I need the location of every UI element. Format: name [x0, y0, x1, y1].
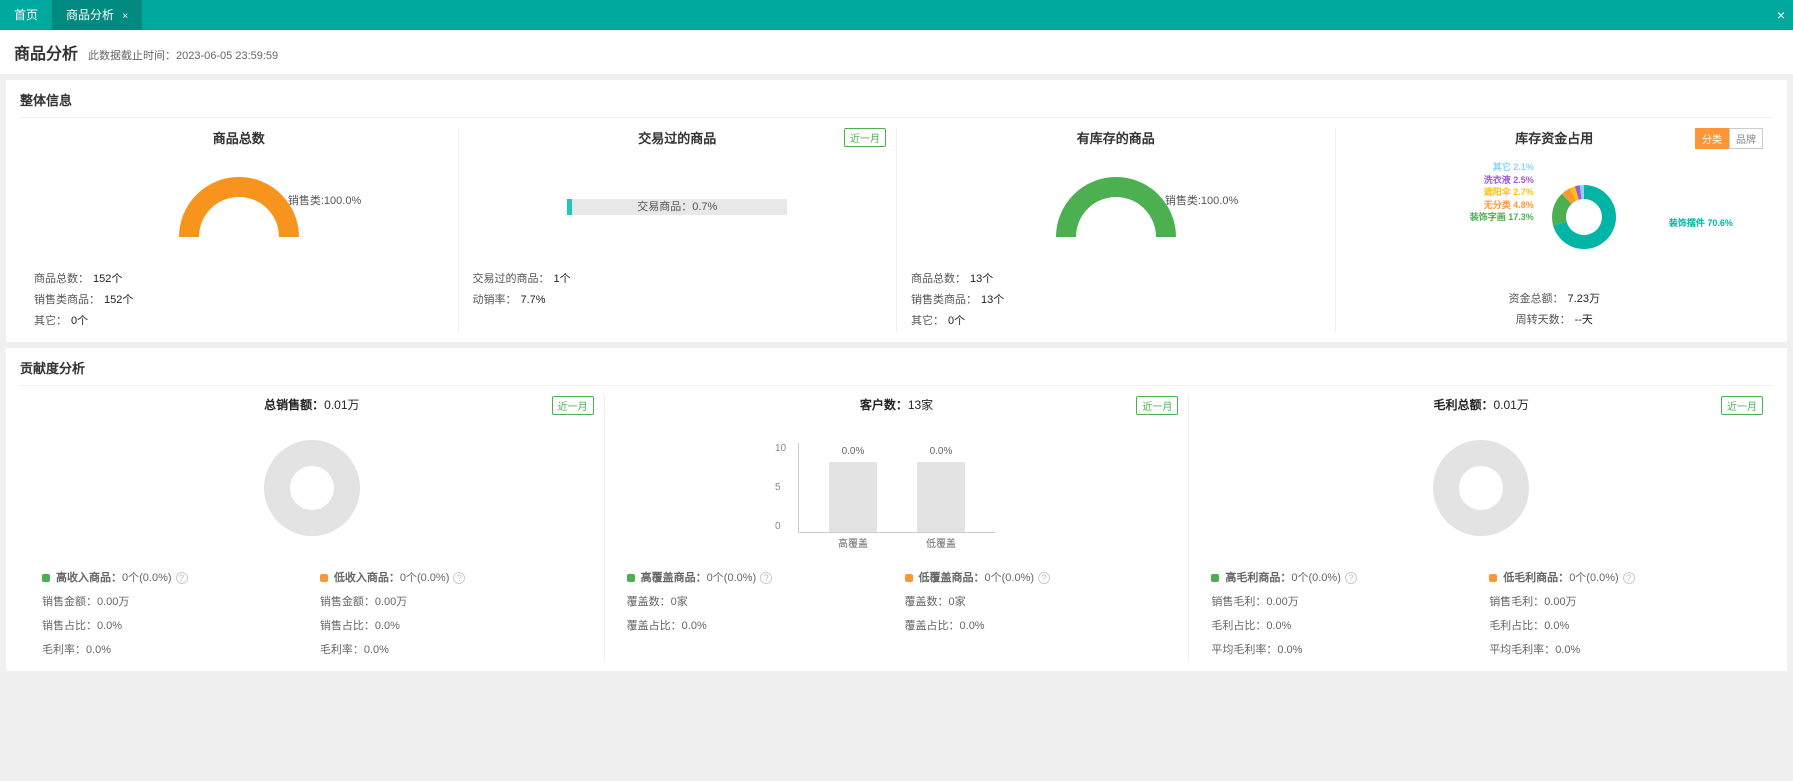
help-icon[interactable]: ? [176, 572, 188, 584]
card-in-stock: 有库存的商品 销售类:100.0% 商品总数：13个销售类商品：13个其它：0个 [896, 128, 1335, 332]
card-head: 客户数：13家 [619, 396, 1175, 413]
help-icon[interactable]: ? [453, 572, 465, 584]
progress-bar: 交易商品：0.7% [567, 199, 787, 215]
card-capital: 库存资金占用 分类 品牌 其它 2.1%洗衣液 2.5%遮阳伞 2.7%无分类 … [1335, 128, 1774, 332]
card-title: 商品总数 [34, 128, 444, 147]
card-head: 毛利总额：0.01万 [1203, 396, 1759, 413]
period-badge[interactable]: 近一月 [844, 128, 886, 147]
chart-legend: 销售类:100.0% [288, 192, 361, 208]
toggle-category[interactable]: 分类 [1695, 128, 1729, 149]
chart [34, 423, 590, 553]
tab-bar: 首页 商品分析 × × [0, 0, 1793, 30]
progress-label: 交易商品：0.7% [567, 199, 787, 215]
page-subtitle: 此数据截止时间：2023-06-05 23:59:59 [88, 47, 278, 63]
semicircle-chart: 销售类:100.0% [34, 157, 444, 257]
period-badge[interactable]: 近一月 [1136, 396, 1178, 415]
panel-overall: 整体信息 商品总数 销售类:100.0% 商品总数：152个销售类商品：152个… [6, 80, 1787, 342]
chart-legend: 销售类:100.0% [1165, 192, 1238, 208]
card-stats: 商品总数：152个销售类商品：152个其它：0个 [34, 269, 444, 332]
close-all-icon[interactable]: × [1777, 0, 1785, 30]
help-icon[interactable]: ? [760, 572, 772, 584]
tab-home[interactable]: 首页 [0, 0, 52, 30]
card-head: 总销售额：0.01万 [34, 396, 590, 413]
tab-label: 商品分析 [66, 8, 114, 22]
tab-product-analysis[interactable]: 商品分析 × [52, 0, 142, 30]
panel-title: 贡献度分析 [20, 358, 1773, 377]
close-icon[interactable]: × [122, 11, 128, 22]
panel-contrib: 贡献度分析 近一月总销售额：0.01万高收入商品：0个(0.0%)?销售金额：0… [6, 348, 1787, 671]
chart [1203, 423, 1759, 553]
page-title: 商品分析 [14, 40, 78, 64]
help-icon[interactable]: ? [1345, 572, 1357, 584]
category-toggle[interactable]: 分类 品牌 [1695, 128, 1763, 149]
page-header: 商品分析 此数据截止时间：2023-06-05 23:59:59 [0, 30, 1793, 74]
bar-chart: 10500.0%高覆盖0.0%低覆盖 [798, 443, 995, 533]
period-badge[interactable]: 近一月 [1721, 396, 1763, 415]
help-icon[interactable]: ? [1623, 572, 1635, 584]
contrib-card2: 近一月客户数：13家10500.0%高覆盖0.0%低覆盖高覆盖商品：0个(0.0… [604, 396, 1189, 661]
donut-chart: 其它 2.1%洗衣液 2.5%遮阳伞 2.7%无分类 4.8%装饰字画 17.3… [1350, 157, 1760, 277]
contrib-card1: 近一月总销售额：0.01万高收入商品：0个(0.0%)?销售金额：0.00万销售… [20, 396, 604, 661]
card-title: 交易过的商品 [473, 128, 883, 147]
period-badge[interactable]: 近一月 [552, 396, 594, 415]
card-total-products: 商品总数 销售类:100.0% 商品总数：152个销售类商品：152个其它：0个 [20, 128, 458, 332]
panel-title: 整体信息 [20, 90, 1773, 109]
contrib-card3: 近一月毛利总额：0.01万高毛利商品：0个(0.0%)?销售毛利：0.00万毛利… [1188, 396, 1773, 661]
chart: 10500.0%高覆盖0.0%低覆盖 [619, 423, 1175, 553]
help-icon[interactable]: ? [1038, 572, 1050, 584]
progress-chart: 交易商品：0.7% [473, 157, 883, 257]
card-stats: 资金总额：7.23万周转天数：--天 [1350, 289, 1760, 331]
card-traded-products: 交易过的商品 近一月 交易商品：0.7% 交易过的商品：1个动销率：7.7% [458, 128, 897, 332]
card-stats: 商品总数：13个销售类商品：13个其它：0个 [911, 269, 1321, 332]
card-stats: 交易过的商品：1个动销率：7.7% [473, 269, 883, 311]
card-title: 有库存的商品 [911, 128, 1321, 147]
toggle-brand[interactable]: 品牌 [1729, 128, 1763, 149]
semicircle-chart: 销售类:100.0% [911, 157, 1321, 257]
